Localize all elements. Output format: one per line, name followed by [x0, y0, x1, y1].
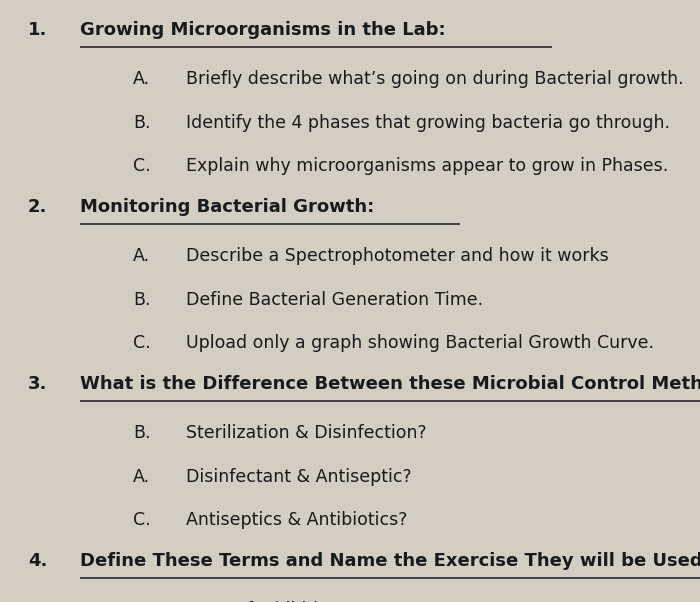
Text: What is the Difference Between these Microbial Control Methods:: What is the Difference Between these Mic…: [80, 375, 700, 393]
Text: Disinfectant & Antiseptic?: Disinfectant & Antiseptic?: [186, 468, 411, 486]
Text: Sterilization & Disinfection?: Sterilization & Disinfection?: [186, 424, 426, 442]
Text: Zone of Inhibition: Zone of Inhibition: [186, 601, 340, 602]
Text: Describe a Spectrophotometer and how it works: Describe a Spectrophotometer and how it …: [186, 247, 608, 265]
Text: Identify the 4 phases that growing bacteria go through.: Identify the 4 phases that growing bacte…: [186, 114, 669, 132]
Text: Define These Terms and Name the Exercise They will be Used for:: Define These Terms and Name the Exercise…: [80, 552, 700, 570]
Text: B.: B.: [133, 424, 150, 442]
Text: 3.: 3.: [28, 375, 48, 393]
Text: Briefly describe what’s going on during Bacterial growth.: Briefly describe what’s going on during …: [186, 70, 683, 88]
Text: C.: C.: [133, 157, 150, 175]
Text: B.: B.: [133, 114, 150, 132]
Text: C.: C.: [133, 511, 150, 529]
Text: Growing Microorganisms in the Lab:: Growing Microorganisms in the Lab:: [80, 21, 446, 39]
Text: Define Bacterial Generation Time.: Define Bacterial Generation Time.: [186, 291, 482, 309]
Text: 1.: 1.: [28, 21, 48, 39]
Text: C.: C.: [133, 334, 150, 352]
Text: A.: A.: [133, 468, 150, 486]
Text: Antiseptics & Antibiotics?: Antiseptics & Antibiotics?: [186, 511, 407, 529]
Text: Upload only a graph showing Bacterial Growth Curve.: Upload only a graph showing Bacterial Gr…: [186, 334, 654, 352]
Text: 2.: 2.: [28, 198, 48, 216]
Text: 4.: 4.: [28, 552, 48, 570]
Text: A.: A.: [133, 247, 150, 265]
Text: B.: B.: [133, 291, 150, 309]
Text: A.: A.: [133, 601, 150, 602]
Text: A.: A.: [133, 70, 150, 88]
Text: Monitoring Bacterial Growth:: Monitoring Bacterial Growth:: [80, 198, 374, 216]
Text: Explain why microorganisms appear to grow in Phases.: Explain why microorganisms appear to gro…: [186, 157, 668, 175]
